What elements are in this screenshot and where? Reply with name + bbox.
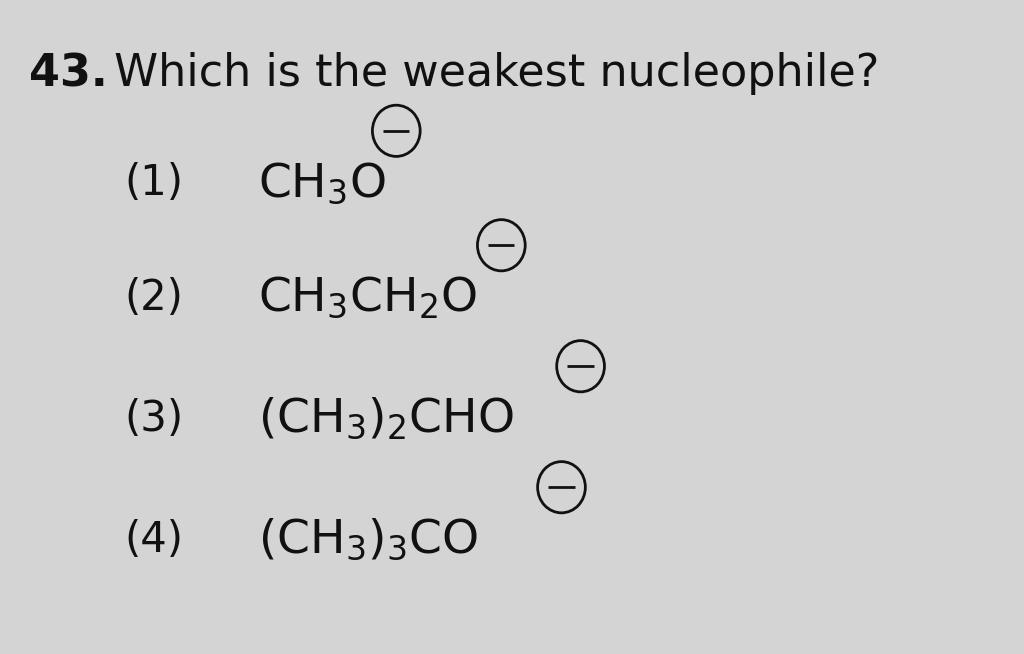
- Text: $\mathregular{CH_3O}$: $\mathregular{CH_3O}$: [258, 160, 386, 206]
- Text: 43.: 43.: [29, 52, 108, 95]
- Text: $\mathregular{(CH_3)_2CHO}$: $\mathregular{(CH_3)_2CHO}$: [258, 396, 514, 441]
- Text: $\mathregular{CH_3CH_2O}$: $\mathregular{CH_3CH_2O}$: [258, 275, 477, 320]
- Text: Which is the weakest nucleophile?: Which is the weakest nucleophile?: [100, 52, 880, 95]
- Text: (3): (3): [124, 398, 183, 439]
- Text: (1): (1): [124, 162, 183, 204]
- Text: (2): (2): [124, 277, 183, 318]
- Text: $\mathregular{(CH_3)_3CO}$: $\mathregular{(CH_3)_3CO}$: [258, 517, 478, 562]
- Text: (4): (4): [124, 519, 183, 560]
